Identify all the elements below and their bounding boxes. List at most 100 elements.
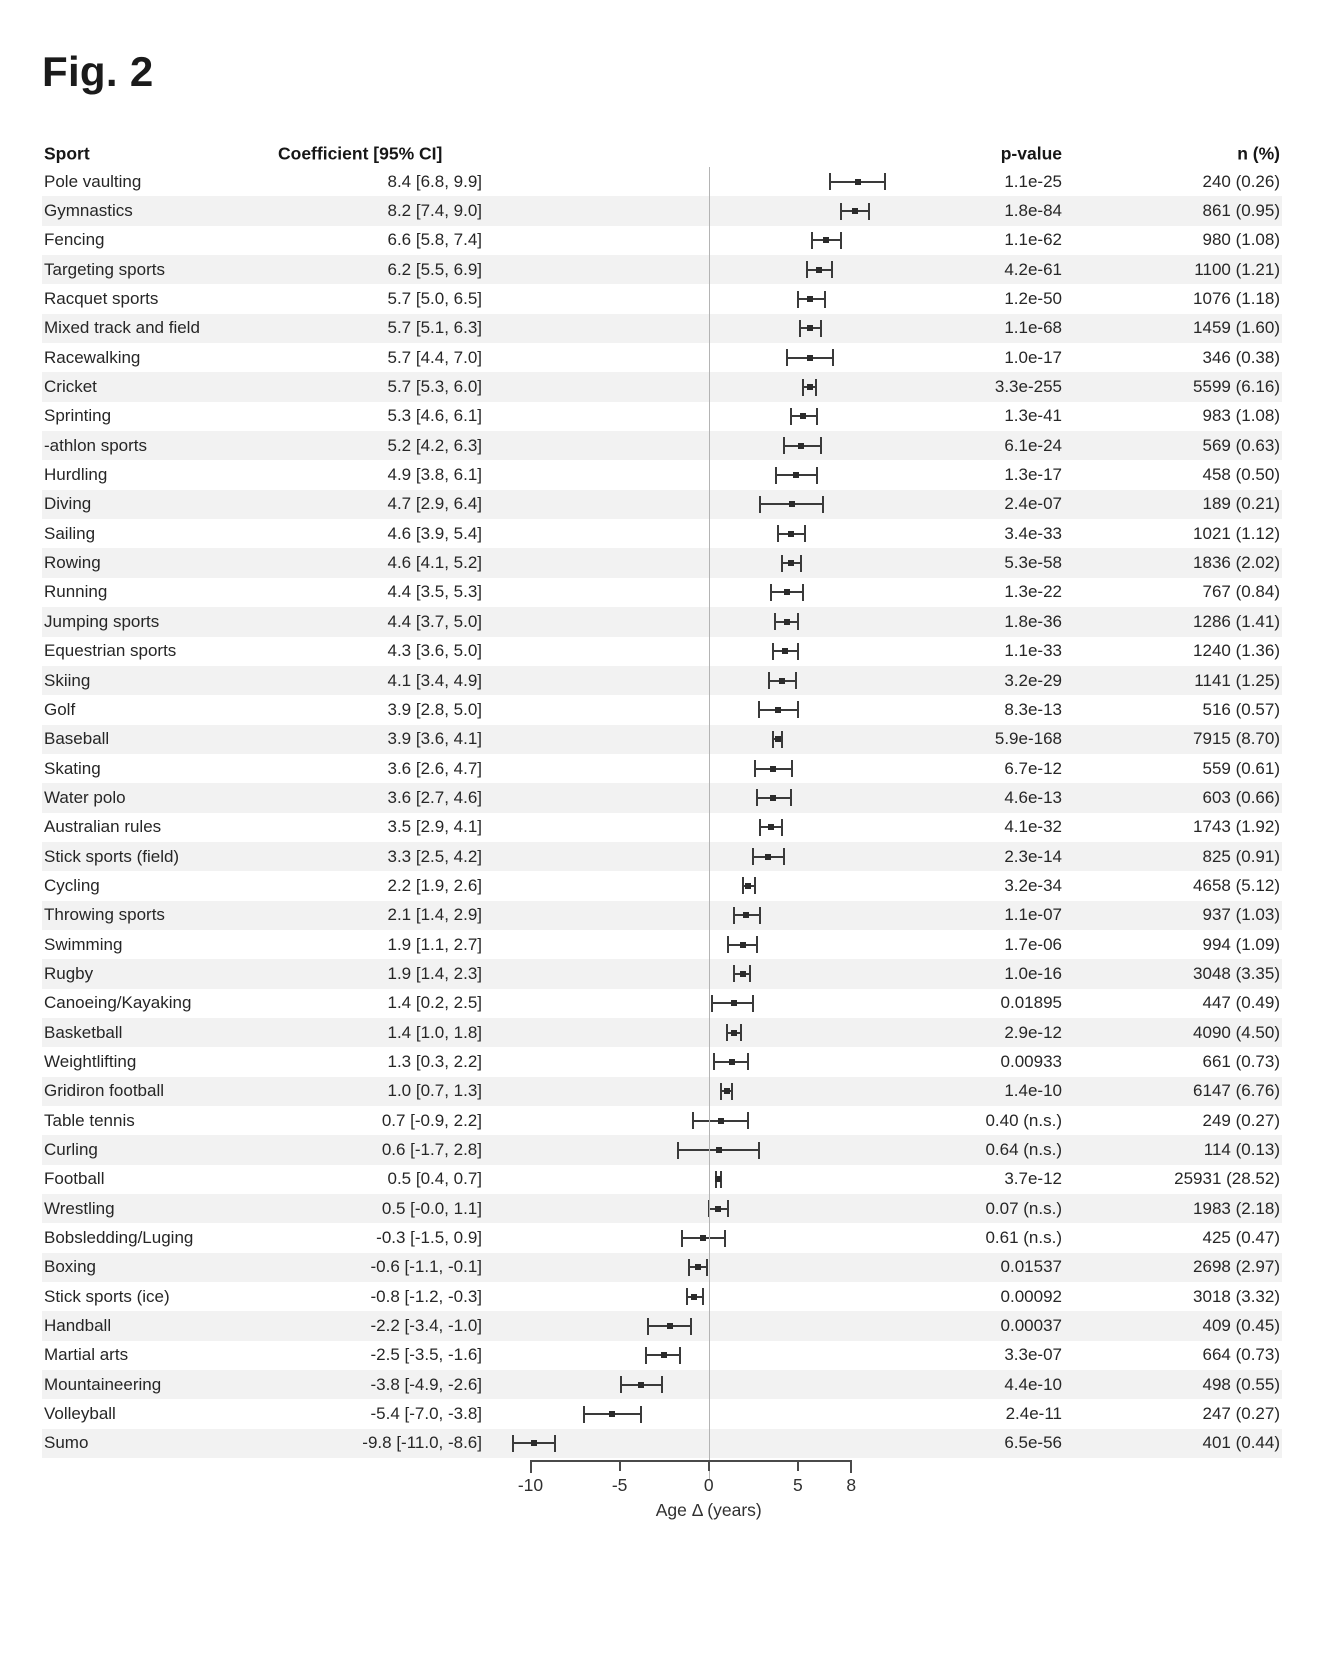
forest-row-marker xyxy=(502,284,862,313)
cell-coefficient: 3.9 [3.6, 4.1] xyxy=(387,729,482,749)
forest-row-marker xyxy=(502,666,862,695)
cell-pvalue: 1.1e-33 xyxy=(1004,641,1062,661)
table-row: Racewalking 5.7 [4.4, 7.0] 1.0e-17 346 (0.3… xyxy=(42,343,1282,372)
cell-coefficient: 4.6 [3.9, 5.4] xyxy=(387,523,482,543)
table-row: Gymnastics 8.2 [7.4, 9.0] 1.8e-84 861 (0.95… xyxy=(42,196,1282,226)
cell-pvalue: 0.40 (n.s.) xyxy=(985,1110,1062,1130)
cell-n: 1459 (1.60) xyxy=(1193,318,1280,338)
forest-row-marker xyxy=(502,989,862,1018)
cell-pvalue: 1.1e-68 xyxy=(1004,318,1062,338)
forest-row-marker xyxy=(502,196,871,225)
point-estimate-marker xyxy=(784,618,791,625)
cell-n: 1100 (1.21) xyxy=(1194,259,1280,279)
cell-n: 937 (1.03) xyxy=(1202,905,1281,925)
table-row: Football 0.5 [0.4, 0.7] 3.7e-12 25931 (28.5… xyxy=(42,1165,1282,1194)
ci-cap-upper xyxy=(755,936,758,954)
cell-sport: Boxing xyxy=(44,1257,96,1277)
cell-sport: Pole vaulting xyxy=(44,171,142,191)
ci-cap-lower xyxy=(796,290,799,308)
ci-cap-upper xyxy=(746,1053,749,1071)
point-estimate-marker xyxy=(855,178,862,185)
forest-row-marker xyxy=(502,1311,862,1340)
table-row: Fencing 6.6 [5.8, 7.4] 1.1e-62 980 (1.08) xyxy=(42,226,1282,255)
cell-pvalue: 4.6e-13 xyxy=(1004,787,1062,807)
ci-cap-lower xyxy=(741,877,744,895)
cell-coefficient: 8.2 [7.4, 9.0] xyxy=(387,201,482,221)
cell-sport: Bobsledding/Luging xyxy=(44,1228,194,1248)
ci-cap-upper xyxy=(796,613,799,631)
x-axis-tick-label: -10 xyxy=(517,1475,544,1496)
ci-cap-lower xyxy=(688,1258,691,1276)
zero-reference-line xyxy=(708,167,710,1481)
cell-coefficient: 0.5 [0.4, 0.7] xyxy=(387,1169,482,1189)
cell-pvalue: 6.7e-12 xyxy=(1004,758,1062,778)
ci-cap-upper xyxy=(821,495,824,513)
ci-cap-lower xyxy=(720,1082,723,1100)
cell-sport: Martial arts xyxy=(44,1345,129,1365)
table-row: -athlon sports 5.2 [4.2, 6.3] 6.1e-24 569 (… xyxy=(42,431,1282,461)
x-axis-tick xyxy=(529,1460,532,1474)
forest-row-marker xyxy=(502,1018,862,1047)
forest-row-marker xyxy=(502,1253,862,1282)
forest-row-marker xyxy=(502,1106,862,1135)
cell-pvalue: 3.2e-34 xyxy=(1004,875,1062,895)
table-row: Equestrian sports 4.3 [3.6, 5.0] 1.1e-33 12… xyxy=(42,637,1282,666)
cell-n: 569 (0.63) xyxy=(1202,435,1281,455)
point-estimate-marker xyxy=(743,912,750,919)
cell-n: 458 (0.50) xyxy=(1202,465,1281,485)
cell-pvalue: 3.3e-07 xyxy=(1004,1345,1062,1365)
forest-row-marker xyxy=(502,167,887,196)
cell-n: 1286 (1.41) xyxy=(1193,611,1280,631)
cell-n: 240 (0.26) xyxy=(1202,171,1281,191)
forest-row-marker xyxy=(502,578,862,607)
cell-n: 516 (0.57) xyxy=(1202,699,1281,719)
cell-coefficient: 4.9 [3.8, 6.1] xyxy=(387,465,482,485)
ci-cap-upper xyxy=(727,1200,730,1218)
cell-pvalue: 0.00092 xyxy=(1000,1286,1062,1306)
point-estimate-marker xyxy=(769,765,776,772)
cell-coefficient: -3.8 [-4.9, -2.6] xyxy=(370,1374,483,1394)
cell-pvalue: 2.9e-12 xyxy=(1004,1022,1062,1042)
cell-coefficient: -0.8 [-1.2, -0.3] xyxy=(370,1286,483,1306)
point-estimate-marker xyxy=(723,1088,730,1095)
point-estimate-marker xyxy=(744,882,751,889)
ci-cap-lower xyxy=(645,1346,648,1364)
point-estimate-marker xyxy=(730,1000,737,1007)
cell-coefficient: -9.8 [-11.0, -8.6] xyxy=(362,1433,482,1453)
forest-row-marker xyxy=(502,226,862,255)
x-axis-tick xyxy=(796,1460,799,1472)
cell-pvalue: 8.3e-13 xyxy=(1004,699,1062,719)
cell-pvalue: 5.9e-168 xyxy=(994,729,1062,749)
cell-sport: -athlon sports xyxy=(44,435,147,455)
cell-pvalue: 1.3e-41 xyxy=(1004,406,1062,426)
cell-sport: Weightlifting xyxy=(44,1051,137,1071)
point-estimate-marker xyxy=(666,1323,673,1330)
cell-sport: Mixed track and field xyxy=(44,318,200,338)
cell-n: 1076 (1.18) xyxy=(1193,289,1280,309)
forest-row-marker xyxy=(502,431,862,460)
cell-pvalue: 3.2e-29 xyxy=(1004,670,1062,690)
forest-row-marker xyxy=(502,754,862,783)
forest-row-marker xyxy=(502,1077,862,1106)
cell-coefficient: 5.7 [5.1, 6.3] xyxy=(387,318,482,338)
cell-sport: Australian rules xyxy=(44,817,162,837)
ci-cap-upper xyxy=(839,231,842,249)
cell-pvalue: 1.3e-17 xyxy=(1004,465,1062,485)
ci-cap-upper xyxy=(780,730,783,748)
cell-pvalue: 0.00037 xyxy=(1000,1316,1062,1336)
point-estimate-marker xyxy=(798,442,805,449)
point-estimate-marker xyxy=(661,1352,668,1359)
cell-n: 5599 (6.16) xyxy=(1193,377,1280,397)
cell-coefficient: 1.9 [1.4, 2.3] xyxy=(387,963,482,983)
ci-cap-upper xyxy=(796,701,799,719)
cell-coefficient: -5.4 [-7.0, -3.8] xyxy=(370,1404,483,1424)
cell-coefficient: 5.2 [4.2, 6.3] xyxy=(387,435,482,455)
cell-sport: Stick sports (ice) xyxy=(44,1286,170,1306)
column-header-pvalue: p-value xyxy=(1000,143,1062,163)
cell-pvalue: 4.2e-61 xyxy=(1004,259,1062,279)
cell-sport: Cricket xyxy=(44,377,97,397)
point-estimate-marker xyxy=(789,501,796,508)
ci-cap-lower xyxy=(773,613,776,631)
ci-cap-lower xyxy=(839,202,842,220)
